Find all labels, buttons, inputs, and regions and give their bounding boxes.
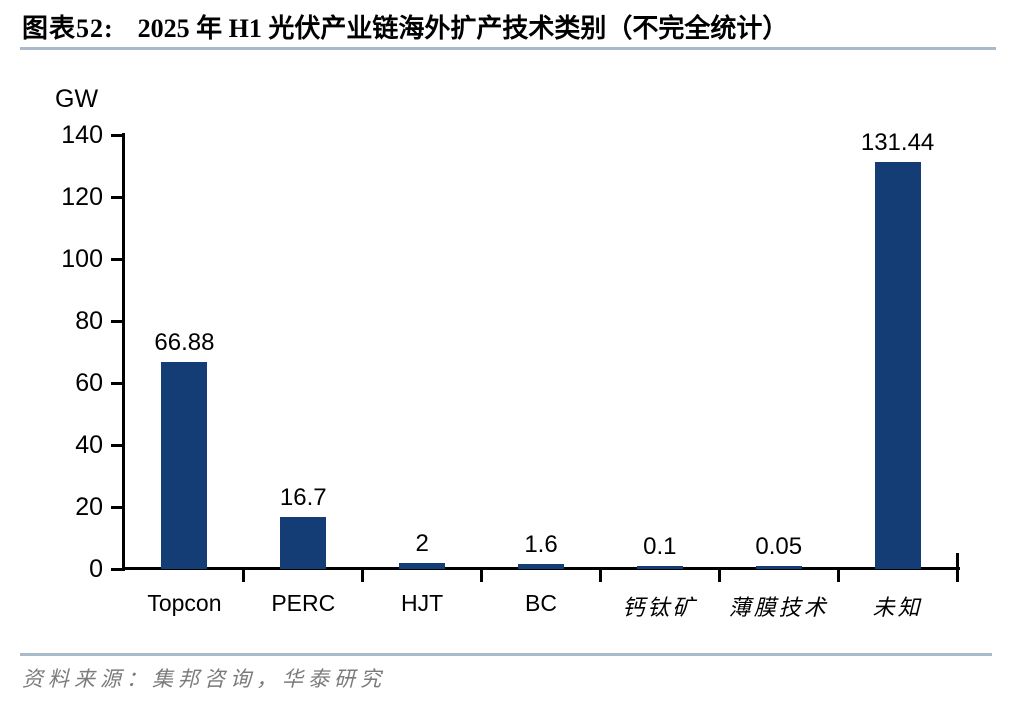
bar-value-label: 2 (415, 529, 429, 557)
figure-title: 图表52: 2025 年 H1 光伏产业链海外扩产技术类别（不完全统计） (22, 8, 788, 45)
y-axis-tick-label: 140 (61, 121, 103, 149)
x-axis-tick (242, 570, 246, 582)
x-axis-tick (836, 570, 840, 582)
figure-title-text: 2025 年 H1 光伏产业链海外扩产技术类别（不完全统计） (137, 14, 789, 43)
y-axis-tick (111, 443, 125, 447)
x-axis-category-label: HJT (401, 590, 444, 616)
y-axis-line (122, 133, 125, 570)
y-axis-tick-label: 80 (75, 307, 103, 335)
source-text: 资料来源：集邦咨询，华泰研究 (22, 667, 386, 691)
bar (755, 566, 802, 569)
bar (874, 161, 921, 569)
x-axis-category-label: Topcon (147, 590, 222, 616)
x-axis-category-label: 薄膜技术 (728, 596, 829, 621)
bar-value-label: 0.05 (755, 533, 803, 560)
x-axis-category-label: BC (525, 590, 557, 616)
y-axis-unit-label: GW (55, 85, 99, 113)
bar-value-label: 16.7 (279, 484, 327, 512)
bar-value-label: 131.44 (860, 128, 935, 156)
bar (161, 361, 208, 569)
bar-value-label: 66.88 (154, 328, 215, 356)
y-axis-tick-label: 120 (61, 183, 103, 211)
x-axis-end-tick (955, 553, 959, 570)
y-axis-tick (111, 195, 125, 199)
x-axis-category-label: PERC (271, 590, 336, 616)
y-axis-tick-label: 60 (75, 369, 103, 397)
figure-tag: 图表52: (22, 14, 114, 43)
bar (399, 562, 446, 569)
x-axis-tick (955, 570, 959, 582)
y-axis-tick (111, 381, 125, 385)
y-axis-tick-label: 100 (61, 245, 103, 273)
y-axis-tick (111, 567, 125, 571)
y-axis-tick (111, 133, 125, 137)
y-axis-tick-label: 40 (75, 431, 103, 459)
x-axis-category-label: 钙钛矿 (622, 596, 698, 621)
bar (280, 517, 327, 569)
bar (518, 564, 564, 569)
y-axis-tick-label: 20 (75, 493, 103, 521)
title-underline (20, 47, 996, 50)
x-axis-tick (361, 570, 365, 582)
bar-value-label: 1.6 (524, 531, 558, 559)
x-axis-tick (598, 570, 602, 582)
source-divider-line (20, 653, 992, 656)
y-axis-tick-label: 0 (89, 555, 103, 583)
y-axis-tick (111, 505, 125, 509)
bar (636, 566, 683, 569)
bar-value-label: 0.1 (643, 533, 677, 560)
x-axis-category-label: 未知 (872, 596, 923, 621)
x-axis-tick (480, 570, 484, 582)
y-axis-tick (111, 257, 125, 261)
y-axis-tick (111, 319, 125, 323)
x-axis-tick (717, 570, 721, 582)
